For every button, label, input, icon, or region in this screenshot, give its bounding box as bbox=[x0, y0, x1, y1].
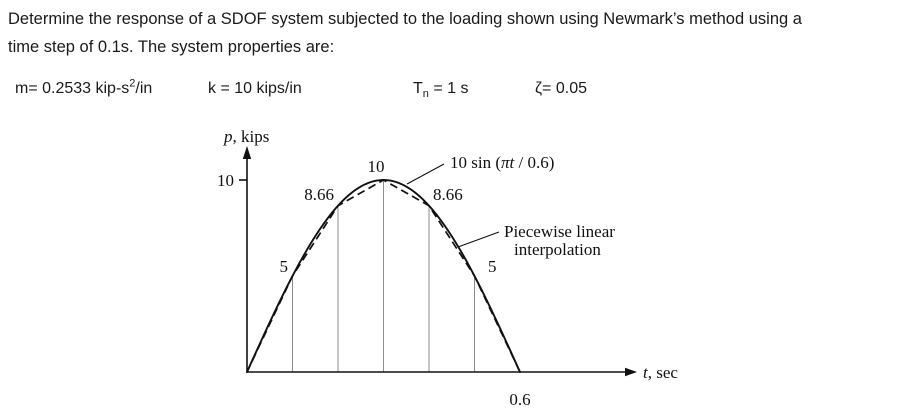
sample-stems-group bbox=[292, 180, 475, 372]
property-mass-unit: /in bbox=[135, 80, 153, 97]
property-damping: ζ= 0.05 bbox=[535, 80, 587, 97]
property-period: Tn = 1 s bbox=[413, 80, 469, 101]
sine-equation-suffix: / 0.6) bbox=[514, 153, 554, 172]
interp-label-line2: interpolation bbox=[514, 240, 601, 259]
sine-equation-prefix: 10 sin ( bbox=[450, 153, 501, 172]
interp-label-line1: Piecewise linear bbox=[504, 222, 615, 241]
y-tick-label-10: 10 bbox=[217, 171, 234, 190]
x-axis-symbol: t bbox=[643, 363, 649, 382]
problem-line-2: time step of 0.1s. The system properties… bbox=[8, 38, 335, 56]
x-axis-title: t, sec bbox=[643, 363, 678, 382]
problem-statement: Determine the response of a SDOF system … bbox=[8, 5, 914, 61]
problem-line-1: Determine the response of a SDOF system … bbox=[8, 10, 802, 28]
property-mass: m= 0.2533 kip-s2/in bbox=[15, 77, 153, 98]
point-label-866-left: 8.66 bbox=[304, 185, 334, 204]
piecewise-interpolation-curve bbox=[246, 179, 521, 373]
sine-equation-label: 10 sin (πt / 0.6) bbox=[450, 153, 554, 172]
y-axis-title: p, kips bbox=[223, 127, 269, 146]
point-label-5-right: 5 bbox=[488, 257, 497, 276]
property-period-value: = 1 s bbox=[428, 80, 469, 97]
x-axis-arrow-icon bbox=[625, 367, 637, 377]
property-mass-text: m= 0.2533 kip-s bbox=[15, 80, 130, 97]
point-label-866-right: 8.66 bbox=[433, 185, 463, 204]
point-label-5-left: 5 bbox=[280, 257, 289, 276]
property-stiffness: k = 10 kips/in bbox=[208, 80, 302, 97]
property-period-subscript: n bbox=[422, 88, 429, 101]
property-period-symbol: T bbox=[413, 80, 423, 97]
sine-label-leader-line bbox=[406, 163, 445, 185]
interp-label-leader-line bbox=[457, 231, 500, 248]
y-axis-arrow-icon bbox=[242, 146, 252, 159]
loading-figure: p, kips 10 t, sec 0.6 10 sin (πt / 0.6) … bbox=[217, 127, 678, 409]
x-tick-label-06: 0.6 bbox=[509, 390, 530, 409]
sine-equation-argument: πt bbox=[501, 153, 516, 172]
y-axis-symbol: p bbox=[223, 127, 233, 146]
point-label-10-peak: 10 bbox=[368, 157, 385, 176]
property-mass-superscript: 2 bbox=[129, 77, 136, 90]
x-axis-units: , sec bbox=[648, 363, 679, 382]
y-axis-units: , kips bbox=[233, 127, 270, 146]
